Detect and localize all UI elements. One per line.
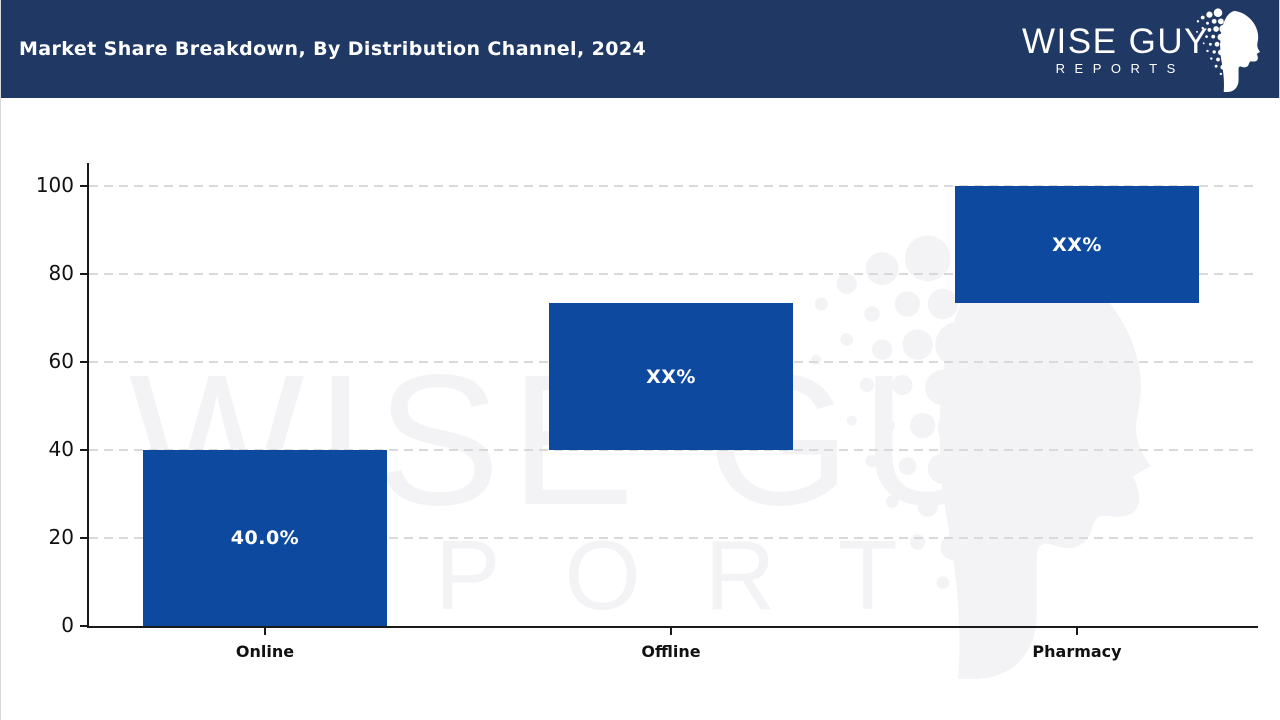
y-axis-tick (80, 361, 89, 363)
bar-value-label: XX% (646, 365, 696, 388)
chart-title: Market Share Breakdown, By Distribution … (19, 38, 647, 60)
gridline (89, 273, 1258, 275)
logo-text: WISE GUY REPORTS (1021, 21, 1209, 77)
y-axis-tick-label: 0 (61, 613, 74, 637)
gridline (89, 185, 1258, 187)
header-banner: Market Share Breakdown, By Distribution … (1, 0, 1279, 98)
logo-wordmark: WISE GUY (1021, 21, 1209, 61)
logo-subtitle: REPORTS (1055, 61, 1185, 77)
y-axis-tick-label: 60 (48, 349, 74, 373)
y-axis-tick-label: 100 (35, 173, 74, 197)
x-axis-category-label: Online (235, 642, 295, 661)
bar-offline: XX% (549, 303, 793, 450)
bar-pharmacy: XX% (955, 186, 1199, 304)
bar-value-label: 40.0% (230, 527, 300, 549)
y-axis-tick (80, 537, 89, 539)
y-axis-tick (80, 273, 89, 275)
y-axis-tick (80, 625, 89, 627)
y-axis-tick-label: 80 (48, 261, 74, 285)
bar-value-label: XX% (1052, 233, 1102, 256)
gridline (89, 449, 1258, 451)
y-axis-tick (80, 185, 89, 187)
wise-guy-reports-logo: WISE GUY REPORTS (1022, 7, 1265, 93)
x-axis-category-label: Offline (641, 642, 701, 661)
chart-area: WISE GUY REPORTS 0 20 40 60 80 100 40.0% Online… (1, 98, 1280, 720)
x-axis-tick (264, 626, 266, 635)
x-axis-line (87, 626, 1258, 628)
y-axis-tick-label: 20 (48, 525, 74, 549)
gridline (89, 537, 1258, 539)
y-axis-line (87, 163, 89, 628)
x-axis-tick (1076, 626, 1078, 635)
y-axis-tick (80, 449, 89, 451)
x-axis-category-label: Pharmacy (1032, 642, 1122, 661)
bar-online: 40.0% (143, 450, 387, 626)
x-axis-tick (670, 626, 672, 635)
y-axis-tick-label: 40 (48, 437, 74, 461)
